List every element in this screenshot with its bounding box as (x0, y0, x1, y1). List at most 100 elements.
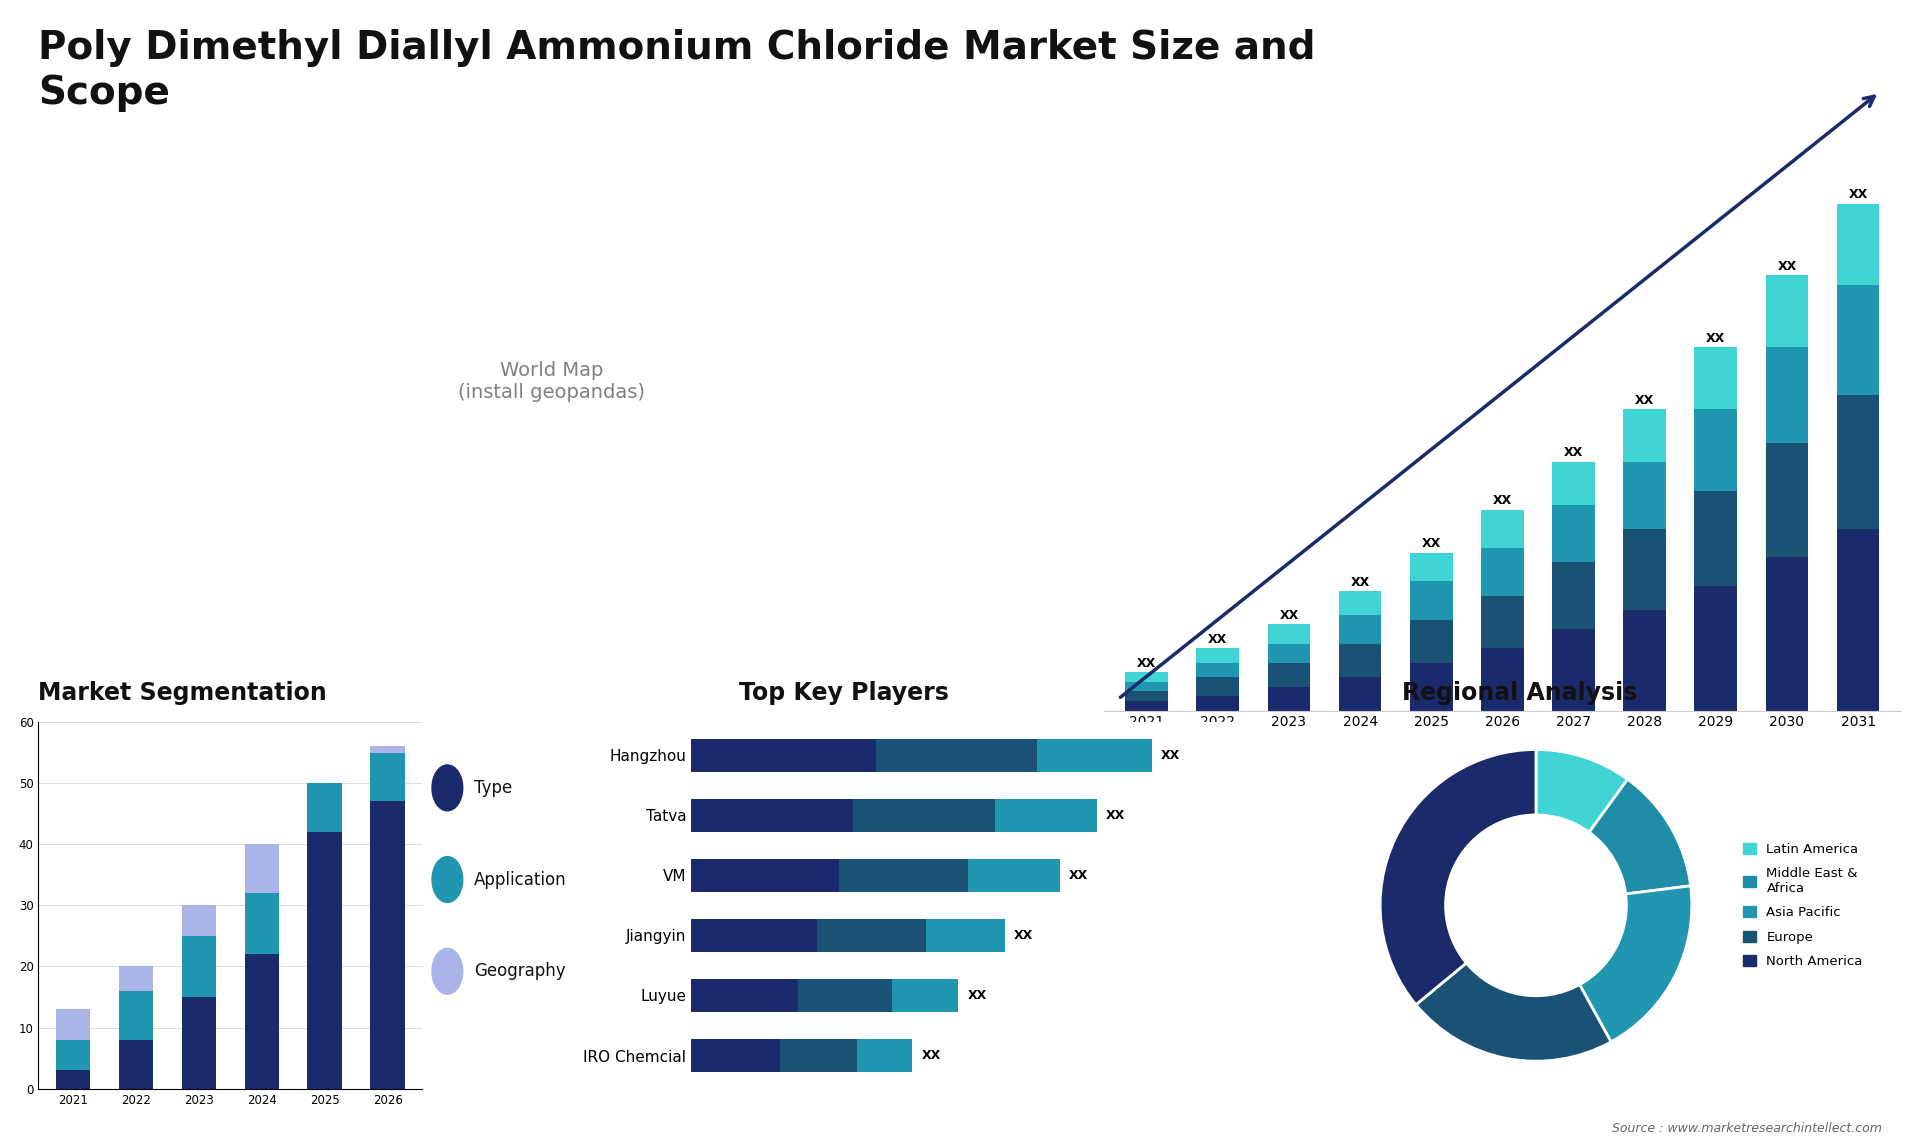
Text: XX: XX (1565, 447, 1584, 460)
Bar (691, 919, 816, 952)
Bar (799, 979, 891, 1012)
Wedge shape (1580, 886, 1692, 1042)
Bar (968, 858, 1060, 892)
Bar (891, 979, 958, 1012)
Bar (1622, 610, 1667, 711)
Bar (244, 893, 278, 955)
Bar (1125, 682, 1167, 691)
Bar (371, 753, 405, 801)
Bar (1125, 691, 1167, 701)
Bar (1338, 591, 1382, 615)
Bar (1480, 649, 1524, 711)
Bar (852, 799, 995, 832)
Text: XX: XX (1014, 929, 1033, 942)
Text: MARKET
RESEARCH
INTELLECT: MARKET RESEARCH INTELLECT (1757, 44, 1818, 80)
Bar (1480, 510, 1524, 548)
Text: XX: XX (1707, 331, 1726, 345)
Text: Application: Application (474, 871, 566, 888)
Bar (1338, 615, 1382, 644)
Legend: Latin America, Middle East &
Africa, Asia Pacific, Europe, North America: Latin America, Middle East & Africa, Asi… (1738, 838, 1868, 973)
Text: XX: XX (922, 1049, 941, 1062)
Bar (995, 799, 1096, 832)
Bar (371, 801, 405, 1089)
Text: Geography: Geography (474, 963, 566, 980)
Bar (1766, 442, 1809, 557)
Bar (1267, 662, 1309, 686)
Bar (1196, 677, 1238, 696)
Bar (182, 936, 217, 997)
Bar (1409, 662, 1453, 711)
Bar (56, 1039, 90, 1070)
Polygon shape (1617, 28, 1707, 124)
Circle shape (432, 949, 463, 994)
Wedge shape (1590, 779, 1692, 894)
Bar (1551, 505, 1596, 563)
Bar (119, 966, 154, 991)
Text: XX: XX (1492, 494, 1513, 508)
Text: XX: XX (1069, 869, 1089, 881)
Bar (119, 991, 154, 1039)
Bar (182, 905, 217, 936)
Text: Poly Dimethyl Diallyl Ammonium Chloride Market Size and
Scope: Poly Dimethyl Diallyl Ammonium Chloride … (38, 29, 1315, 112)
Text: XX: XX (968, 989, 987, 1002)
Text: XX: XX (1137, 657, 1156, 670)
Bar (1196, 696, 1238, 711)
Bar (56, 1010, 90, 1039)
Bar (56, 1070, 90, 1089)
Wedge shape (1415, 963, 1611, 1061)
Bar (1837, 395, 1880, 528)
Bar (691, 1039, 780, 1072)
Bar (119, 1039, 154, 1089)
Bar (1695, 409, 1738, 490)
Bar (1837, 528, 1880, 711)
Bar (876, 739, 1037, 771)
Bar (1338, 644, 1382, 677)
Circle shape (432, 766, 463, 811)
Bar (244, 845, 278, 893)
Text: XX: XX (1636, 394, 1655, 407)
Text: XX: XX (1106, 809, 1125, 822)
Bar (1480, 596, 1524, 649)
Wedge shape (1536, 749, 1628, 832)
Bar (1766, 275, 1809, 347)
Bar (1837, 204, 1880, 285)
Bar (1766, 347, 1809, 442)
Text: XX: XX (1208, 633, 1227, 646)
Circle shape (1446, 815, 1626, 996)
Bar (1125, 673, 1167, 682)
Bar (839, 858, 968, 892)
Bar (1695, 587, 1738, 711)
Bar (371, 746, 405, 753)
Bar (1267, 644, 1309, 662)
Bar (691, 979, 799, 1012)
Text: Top Key Players: Top Key Players (739, 681, 948, 705)
Bar (182, 997, 217, 1089)
Text: XX: XX (1778, 260, 1797, 273)
Bar (1196, 662, 1238, 677)
Bar (1837, 285, 1880, 395)
Bar (691, 858, 839, 892)
Text: XX: XX (1162, 748, 1181, 762)
Bar (1338, 677, 1382, 711)
Text: Type: Type (474, 779, 513, 796)
Bar (1622, 462, 1667, 528)
Text: World Map
(install geopandas): World Map (install geopandas) (459, 361, 645, 401)
Text: XX: XX (1421, 537, 1440, 550)
Bar (925, 919, 1004, 952)
Bar (1409, 620, 1453, 662)
Bar (780, 1039, 856, 1072)
Bar (691, 739, 876, 771)
Bar (1409, 552, 1453, 581)
Bar (1551, 629, 1596, 711)
Bar (307, 832, 342, 1089)
Bar (856, 1039, 912, 1072)
Bar (816, 919, 925, 952)
Bar (1267, 625, 1309, 644)
Wedge shape (1380, 749, 1536, 1005)
Bar (307, 783, 342, 832)
Bar (1551, 462, 1596, 505)
Bar (1267, 686, 1309, 711)
Text: Source : www.marketresearchintellect.com: Source : www.marketresearchintellect.com (1611, 1122, 1882, 1135)
Text: XX: XX (1350, 575, 1369, 589)
Text: XX: XX (1849, 188, 1868, 202)
